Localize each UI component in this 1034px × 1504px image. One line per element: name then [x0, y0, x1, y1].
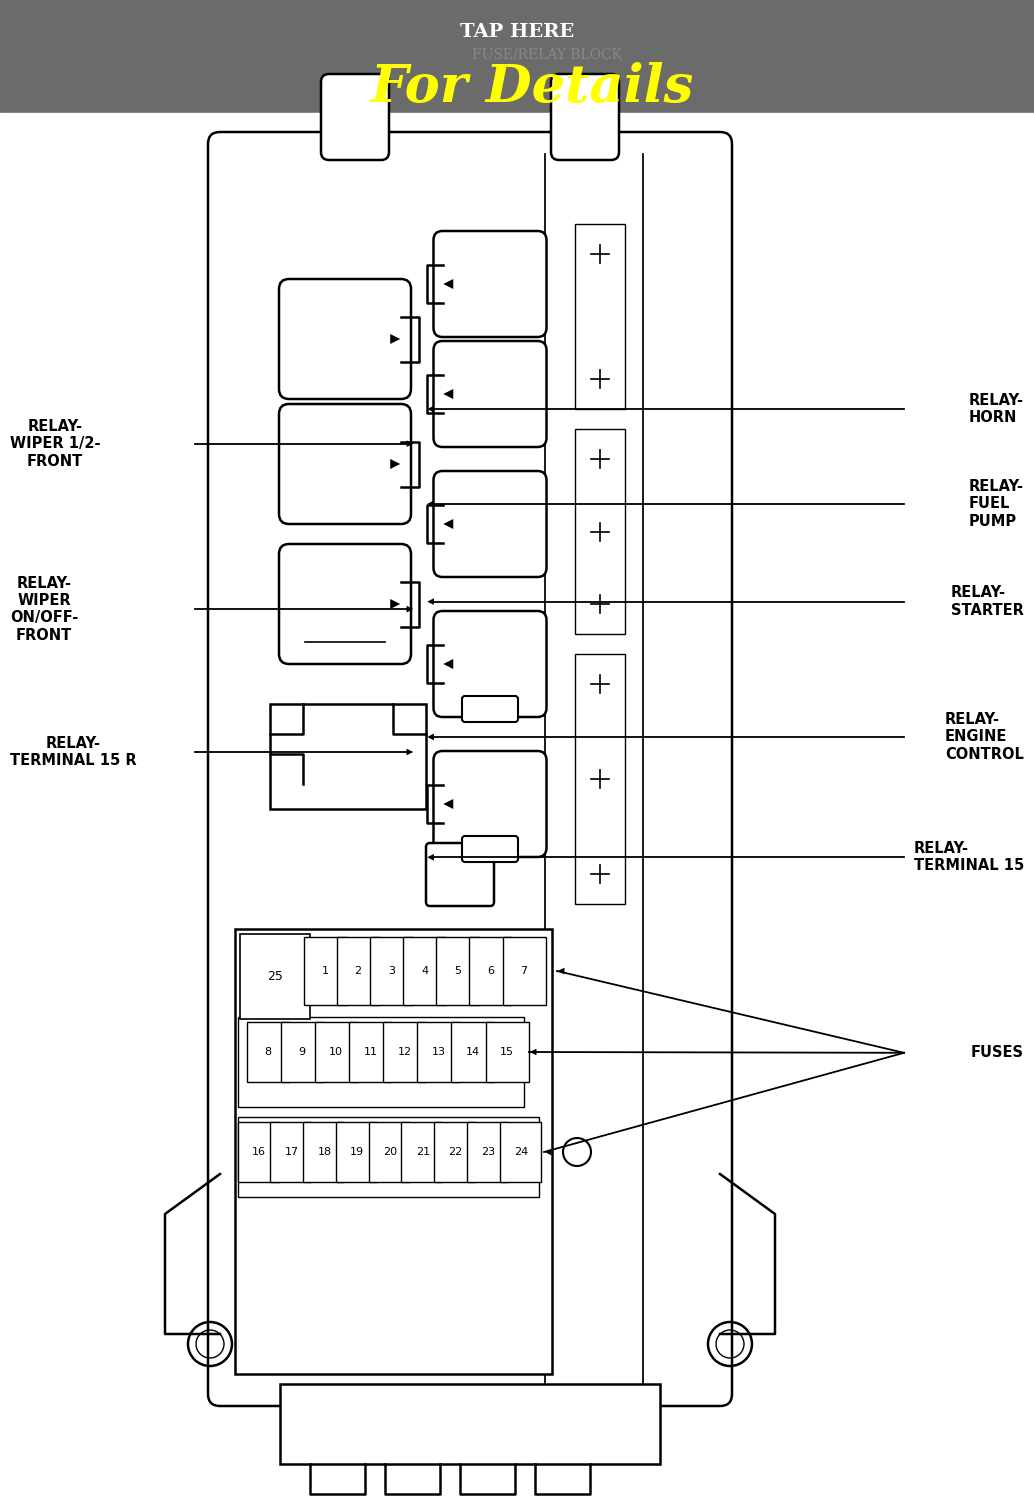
- FancyBboxPatch shape: [462, 836, 518, 862]
- Text: 13: 13: [432, 1047, 446, 1057]
- Text: RELAY-
TERMINAL 15 R: RELAY- TERMINAL 15 R: [10, 735, 136, 769]
- Text: 9: 9: [299, 1047, 306, 1057]
- Bar: [434, 1122, 475, 1182]
- Bar: [246, 1023, 290, 1081]
- Bar: [238, 1017, 524, 1107]
- Text: RELAY-
TERMINAL 15: RELAY- TERMINAL 15: [914, 841, 1024, 874]
- Bar: [575, 429, 625, 635]
- Text: 24: 24: [514, 1148, 528, 1157]
- Bar: [417, 1023, 460, 1081]
- Text: 23: 23: [481, 1148, 495, 1157]
- Text: For Details: For Details: [370, 63, 694, 113]
- Bar: [348, 1023, 392, 1081]
- Bar: [436, 937, 479, 1005]
- Text: FUSES: FUSES: [971, 1045, 1024, 1060]
- Text: RELAY-
ENGINE
CONTROL: RELAY- ENGINE CONTROL: [945, 711, 1024, 763]
- Text: 22: 22: [449, 1148, 462, 1157]
- Bar: [452, 1023, 494, 1081]
- Bar: [469, 937, 512, 1005]
- Text: 16: 16: [252, 1148, 266, 1157]
- FancyBboxPatch shape: [208, 132, 732, 1406]
- Text: 8: 8: [265, 1047, 272, 1057]
- Bar: [466, 1122, 508, 1182]
- Bar: [270, 704, 426, 809]
- Text: 6: 6: [487, 966, 494, 976]
- Bar: [280, 1384, 660, 1463]
- FancyBboxPatch shape: [551, 74, 619, 159]
- Bar: [575, 224, 625, 409]
- Bar: [240, 934, 310, 1020]
- Text: RELAY-
WIPER
ON/OFF-
FRONT: RELAY- WIPER ON/OFF- FRONT: [10, 576, 79, 642]
- Text: 3: 3: [388, 966, 395, 976]
- Text: TAP HERE: TAP HERE: [460, 23, 574, 41]
- Bar: [238, 1122, 278, 1182]
- Text: 4: 4: [421, 966, 428, 976]
- Bar: [314, 1023, 358, 1081]
- Text: 25: 25: [267, 970, 283, 984]
- Text: 7: 7: [520, 966, 527, 976]
- Bar: [575, 654, 625, 904]
- Text: 2: 2: [355, 966, 362, 976]
- Text: RELAY-
STARTER: RELAY- STARTER: [951, 585, 1024, 618]
- Bar: [503, 937, 546, 1005]
- Bar: [370, 937, 413, 1005]
- Bar: [304, 937, 346, 1005]
- Text: 1: 1: [322, 966, 329, 976]
- Text: 19: 19: [351, 1148, 364, 1157]
- Text: FUSE/RELAY BLOCK: FUSE/RELAY BLOCK: [472, 47, 622, 62]
- Bar: [270, 1122, 311, 1182]
- Bar: [280, 1023, 324, 1081]
- Text: 21: 21: [416, 1148, 430, 1157]
- Bar: [486, 1023, 528, 1081]
- FancyBboxPatch shape: [321, 74, 389, 159]
- Text: RELAY-
HORN: RELAY- HORN: [969, 393, 1024, 426]
- Text: 18: 18: [317, 1148, 332, 1157]
- Text: 10: 10: [329, 1047, 343, 1057]
- FancyBboxPatch shape: [426, 844, 494, 905]
- Text: 5: 5: [454, 966, 461, 976]
- Bar: [383, 1023, 426, 1081]
- Text: RELAY-
FUEL
PUMP: RELAY- FUEL PUMP: [969, 478, 1024, 529]
- FancyBboxPatch shape: [279, 544, 410, 663]
- FancyBboxPatch shape: [279, 405, 410, 523]
- Bar: [303, 1122, 344, 1182]
- Bar: [337, 937, 379, 1005]
- FancyBboxPatch shape: [433, 750, 547, 857]
- Text: 11: 11: [363, 1047, 377, 1057]
- FancyBboxPatch shape: [433, 232, 547, 337]
- Bar: [403, 937, 446, 1005]
- Bar: [499, 1122, 541, 1182]
- Bar: [336, 1122, 376, 1182]
- Text: 15: 15: [500, 1047, 514, 1057]
- FancyBboxPatch shape: [433, 341, 547, 447]
- Bar: [401, 1122, 443, 1182]
- FancyBboxPatch shape: [433, 611, 547, 717]
- FancyBboxPatch shape: [279, 280, 410, 399]
- Text: RELAY-
WIPER 1/2-
FRONT: RELAY- WIPER 1/2- FRONT: [10, 418, 100, 469]
- Bar: [235, 929, 552, 1375]
- Bar: [238, 1117, 539, 1197]
- FancyBboxPatch shape: [462, 696, 518, 722]
- Text: 14: 14: [465, 1047, 480, 1057]
- Text: 20: 20: [383, 1148, 397, 1157]
- FancyBboxPatch shape: [433, 471, 547, 578]
- Bar: [368, 1122, 409, 1182]
- Text: 17: 17: [284, 1148, 299, 1157]
- Text: 12: 12: [397, 1047, 412, 1057]
